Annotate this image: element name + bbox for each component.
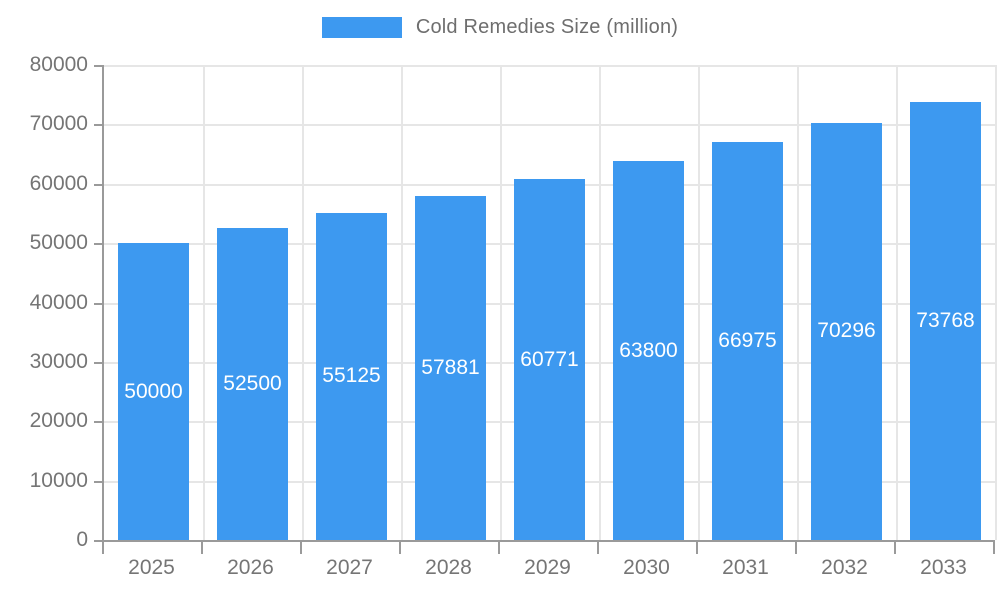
bar[interactable]: 50000 bbox=[117, 243, 190, 540]
y-tick bbox=[94, 302, 102, 305]
bar-value-label: 66975 bbox=[718, 329, 777, 353]
v-gridline bbox=[599, 65, 601, 540]
bar[interactable]: 73768 bbox=[909, 102, 982, 540]
x-tick-label: 2027 bbox=[326, 556, 373, 579]
x-tick bbox=[497, 542, 500, 554]
y-tick bbox=[94, 243, 102, 246]
bar-value-label: 52500 bbox=[223, 372, 282, 396]
v-gridline bbox=[500, 65, 502, 540]
y-tick bbox=[94, 361, 102, 364]
v-gridline bbox=[302, 65, 304, 540]
bar-value-label: 60771 bbox=[520, 347, 579, 371]
bar[interactable]: 66975 bbox=[711, 142, 784, 540]
x-tick bbox=[893, 542, 896, 554]
x-tick bbox=[102, 542, 104, 554]
bar[interactable]: 60771 bbox=[513, 179, 586, 540]
v-gridline bbox=[995, 65, 997, 540]
x-tick bbox=[597, 542, 599, 554]
legend-item[interactable]: Cold Remedies Size (million) bbox=[321, 16, 679, 39]
y-tick-label: 0 bbox=[76, 528, 88, 551]
x-tick bbox=[795, 542, 797, 554]
v-gridline bbox=[697, 65, 700, 540]
bar[interactable]: 57881 bbox=[414, 196, 487, 540]
legend-swatch[interactable] bbox=[321, 17, 402, 38]
y-tick-label: 20000 bbox=[29, 409, 88, 433]
y-tick-label: 60000 bbox=[29, 171, 88, 195]
y-tick-label: 70000 bbox=[29, 112, 88, 136]
bar[interactable]: 63800 bbox=[612, 161, 685, 540]
y-tick-label: 80000 bbox=[29, 53, 88, 76]
bar-value-label: 55125 bbox=[322, 364, 381, 388]
y-tick-label: 10000 bbox=[29, 468, 88, 492]
y-tick-label: 50000 bbox=[29, 231, 88, 255]
x-tick bbox=[695, 542, 698, 554]
y-tick bbox=[94, 183, 102, 186]
plot-area: 50000 52500 55125 57881 60771 63800 66975 70296… bbox=[94, 65, 997, 554]
h-gridline bbox=[104, 124, 995, 127]
bar-value-label: 63800 bbox=[619, 338, 678, 362]
x-tick-label: 2026 bbox=[227, 556, 274, 579]
bar-value-label: 70296 bbox=[817, 319, 876, 343]
x-tick bbox=[200, 542, 203, 554]
x-tick-label: 2033 bbox=[920, 556, 967, 579]
x-tick-label: 2028 bbox=[425, 556, 472, 579]
bar-value-label: 57881 bbox=[421, 356, 480, 380]
v-gridline bbox=[896, 65, 898, 540]
x-tick-label: 2025 bbox=[128, 556, 175, 579]
x-tick bbox=[993, 542, 995, 554]
x-tick bbox=[299, 542, 302, 554]
bar[interactable]: 52500 bbox=[216, 228, 289, 540]
bar[interactable]: 70296 bbox=[810, 122, 883, 540]
v-gridline bbox=[400, 65, 403, 540]
chart-legend: Cold Remedies Size (million) bbox=[0, 16, 1000, 39]
y-tick bbox=[94, 65, 102, 67]
bar-value-label: 73768 bbox=[916, 309, 975, 332]
x-axis-labels: 2025 2026 2027 2028 2029 2030 2031 2032 2033 bbox=[102, 552, 993, 586]
legend-label[interactable]: Cold Remedies Size (million) bbox=[415, 16, 679, 38]
y-axis-labels: 0 10000 20000 30000 40000 50000 60000 70000 8000… bbox=[0, 53, 88, 551]
y-tick-label: 30000 bbox=[29, 349, 88, 373]
y-tick bbox=[94, 421, 102, 424]
x-tick-label: 2029 bbox=[524, 556, 571, 579]
h-gridline bbox=[104, 65, 995, 67]
v-gridline bbox=[203, 65, 205, 540]
x-tick bbox=[398, 542, 401, 554]
y-tick-label: 40000 bbox=[29, 290, 88, 314]
bar-value-label: 50000 bbox=[124, 379, 183, 403]
y-tick bbox=[94, 480, 102, 483]
y-tick bbox=[94, 540, 102, 542]
bar[interactable]: 55125 bbox=[315, 212, 388, 540]
x-tick-label: 2031 bbox=[722, 556, 769, 579]
y-tick bbox=[94, 124, 102, 127]
x-tick-label: 2032 bbox=[821, 556, 868, 579]
x-tick-label: 2030 bbox=[623, 556, 670, 579]
v-gridline bbox=[797, 65, 799, 540]
